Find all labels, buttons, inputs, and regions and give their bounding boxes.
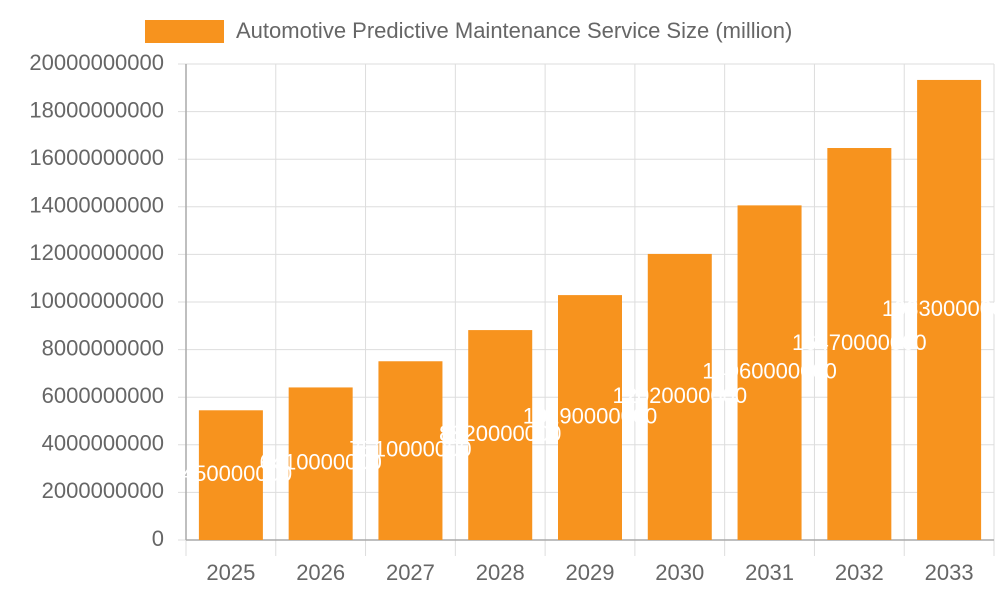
x-tick-label: 2030 [655, 560, 704, 585]
bar [378, 361, 443, 540]
bar [647, 253, 712, 540]
y-tick-label: 0 [152, 526, 164, 551]
data-label: 10290000000 [523, 403, 658, 428]
legend-swatch[interactable] [145, 20, 224, 43]
bar [827, 148, 892, 540]
bar [288, 387, 353, 540]
y-tick-label: 4000000000 [42, 431, 164, 456]
x-tick-label: 2026 [296, 560, 345, 585]
bar [198, 410, 263, 540]
x-tick-label: 2028 [476, 560, 525, 585]
data-label: 6410000000 [259, 450, 381, 475]
y-tick-label: 12000000000 [29, 240, 164, 265]
x-tick-label: 2032 [835, 560, 884, 585]
x-tick-label: 2033 [925, 560, 974, 585]
data-label: 12020000000 [612, 383, 747, 408]
bar [558, 295, 622, 540]
y-tick-label: 20000000000 [29, 50, 164, 75]
y-tick-label: 18000000000 [29, 97, 164, 122]
data-label: 16470000000 [792, 330, 927, 355]
data-label: 14060000000 [702, 358, 837, 383]
y-tick-label: 6000000000 [42, 383, 164, 408]
data-label: 7510000000 [349, 436, 471, 461]
legend-label[interactable]: Automotive Predictive Maintenance Servic… [236, 18, 792, 43]
data-label: 8820000000 [439, 421, 561, 446]
bar [917, 79, 982, 541]
data-label: 5450000000 [170, 461, 292, 486]
y-tick-label: 8000000000 [42, 335, 164, 360]
bar [737, 205, 802, 540]
y-tick-label: 16000000000 [29, 145, 164, 170]
y-tick-label: 10000000000 [29, 288, 164, 313]
x-tick-label: 2027 [386, 560, 435, 585]
bar [468, 330, 533, 540]
data-label: 19330000000 [882, 296, 1000, 321]
x-tick-label: 2031 [745, 560, 794, 585]
x-tick-label: 2029 [566, 560, 615, 585]
y-tick-label: 2000000000 [42, 478, 164, 503]
y-tick-label: 14000000000 [29, 193, 164, 218]
x-tick-label: 2025 [206, 560, 255, 585]
